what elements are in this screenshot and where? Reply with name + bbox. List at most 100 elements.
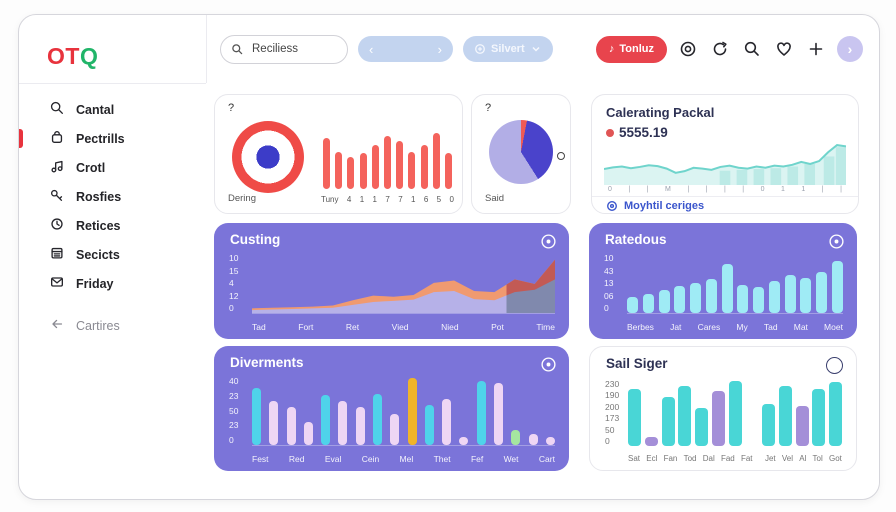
target-chart xyxy=(232,121,304,193)
status-dot xyxy=(606,128,614,137)
metric-value-row: 5555.19 xyxy=(606,125,668,140)
tick-label: 23 xyxy=(229,390,239,401)
music-icon xyxy=(49,158,65,177)
target-icon-button[interactable] xyxy=(540,233,557,250)
tick-label: | xyxy=(840,186,842,193)
card-title: Sail Siger xyxy=(606,356,668,371)
sidebar: OTQ Cantal Pectrills Crotl R xyxy=(19,15,207,499)
sidebar-item-label: Retices xyxy=(76,218,121,233)
chart-bar xyxy=(812,388,826,446)
chart-bar xyxy=(628,388,641,446)
circle-plus-icon xyxy=(475,44,485,54)
sidebar-item-rosfies[interactable]: Rosfies xyxy=(19,182,200,211)
tick-label: 0 xyxy=(760,186,765,193)
details-link-label: Moyhtil ceriges xyxy=(624,200,705,212)
tick-label: Moet xyxy=(824,322,843,332)
tick-label: M xyxy=(665,186,671,193)
target-button[interactable] xyxy=(677,38,699,60)
primary-action-button[interactable]: ♪ Tonluz xyxy=(595,35,667,63)
chart-bar xyxy=(383,136,391,189)
y-axis-labels: 10 43 13 06 0 xyxy=(604,253,613,313)
tick-label: 10 xyxy=(604,253,614,263)
tick-label: 0 xyxy=(608,186,612,193)
plus-icon xyxy=(809,42,823,56)
sidebar-item-cantal[interactable]: Cantal xyxy=(19,95,200,124)
tick-label: Tod xyxy=(683,454,697,463)
details-link[interactable]: Moyhtil ceriges xyxy=(606,200,704,212)
overview-bar-chart xyxy=(323,129,452,189)
help-button[interactable]: ? xyxy=(485,102,492,114)
target-icon xyxy=(680,41,696,57)
chart-bar xyxy=(784,274,796,313)
tick-label: Pot xyxy=(491,322,504,332)
x-axis-line xyxy=(252,313,555,314)
target-icon-button[interactable] xyxy=(540,356,557,373)
area-chart xyxy=(252,255,555,313)
sparkline-x-axis: 0 | | M | | | | 0 1 1 | | xyxy=(608,186,842,193)
bag-icon xyxy=(49,129,65,148)
avatar-button[interactable]: › xyxy=(837,36,863,62)
bar-chart xyxy=(252,378,555,445)
calerating-card: Calerating Packal 5555.19 0 | | M | | | | 0 1 1 | | … xyxy=(591,94,859,214)
active-indicator xyxy=(19,129,23,148)
card-title: Custing xyxy=(230,232,281,247)
search-button[interactable] xyxy=(741,38,763,60)
sidebar-item-friday[interactable]: Friday xyxy=(19,269,200,298)
key-icon xyxy=(49,187,65,206)
tick-label: Sat xyxy=(628,454,641,463)
tick-label: 0 xyxy=(604,303,609,313)
chevron-right-icon[interactable]: › xyxy=(437,41,442,57)
card-divider xyxy=(592,196,858,197)
tick-label: Jet xyxy=(764,454,776,463)
chart-bar xyxy=(800,278,812,313)
overview-label: Dering xyxy=(228,193,256,204)
tick-label: | xyxy=(705,186,708,193)
favorites-button[interactable] xyxy=(773,38,795,60)
tick-label: Dal xyxy=(702,454,715,463)
clock-icon xyxy=(49,216,65,235)
sidebar-back-link[interactable]: Cartires xyxy=(19,311,200,340)
sidebar-item-secicts[interactable]: Secicts xyxy=(19,240,200,269)
tick-label: 7 xyxy=(385,195,390,204)
tick-label: Tol xyxy=(812,454,823,463)
sidebar-item-retices[interactable]: Retices xyxy=(19,211,200,240)
app-logo[interactable]: OTQ xyxy=(47,43,98,70)
search-input[interactable] xyxy=(250,42,326,56)
sidebar-item-label: Crotl xyxy=(76,160,106,175)
tick-label: 50 xyxy=(605,424,615,435)
help-button[interactable]: ? xyxy=(228,102,235,114)
chart-bar xyxy=(721,264,733,313)
mail-icon xyxy=(49,274,65,293)
sail-siger-card: Sail Siger 230 190 200 173 50 0 Sat Ecl Fan Tod D… xyxy=(589,346,857,471)
chart-bar xyxy=(420,145,428,189)
chart-bar xyxy=(269,400,279,445)
chart-bar xyxy=(407,378,417,445)
tick-label: Fest xyxy=(252,454,269,464)
chart-bar xyxy=(831,260,843,313)
add-button[interactable] xyxy=(805,38,827,60)
tick-label: 1 xyxy=(801,186,806,193)
target-icon-button[interactable] xyxy=(828,233,845,250)
tick-label: Time xyxy=(536,322,555,332)
pager-control[interactable]: ‹ › xyxy=(358,36,453,62)
overview-card: ? Dering Tuny 4 1 1 7 7 1 6 5 0 xyxy=(214,94,463,214)
refresh-icon xyxy=(713,41,727,56)
chart-bar xyxy=(303,422,313,445)
app-window: OTQ Cantal Pectrills Crotl R xyxy=(18,14,880,500)
chevron-left-icon[interactable]: ‹ xyxy=(369,41,374,57)
note-icon: ♪ xyxy=(608,43,615,55)
sidebar-item-crotl[interactable]: Crotl xyxy=(19,153,200,182)
logo-text-red: OT xyxy=(47,43,80,69)
x-axis-line xyxy=(627,313,843,314)
search-box[interactable] xyxy=(220,34,348,64)
tick-label: 1 xyxy=(411,195,416,204)
target-icon xyxy=(541,357,556,372)
tick-label: Cein xyxy=(361,454,380,464)
circle-icon-button[interactable] xyxy=(826,357,843,374)
tick-label: Fef xyxy=(470,454,484,464)
tick-label: Eval xyxy=(324,454,342,464)
refresh-button[interactable] xyxy=(709,38,731,60)
filter-dropdown[interactable]: Silvert xyxy=(463,36,553,62)
sidebar-item-pectrills[interactable]: Pectrills xyxy=(19,124,200,153)
